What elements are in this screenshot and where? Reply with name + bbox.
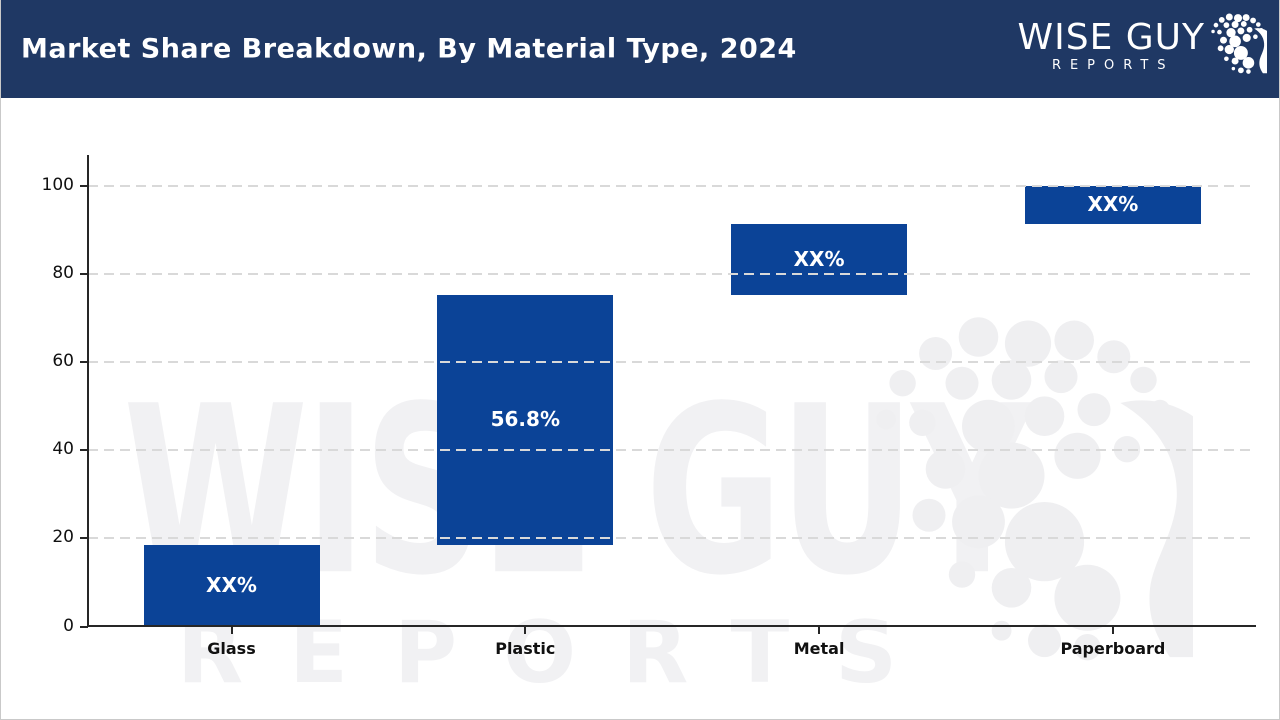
x-tick-metal bbox=[818, 626, 821, 634]
gridline-20 bbox=[88, 537, 1256, 540]
y-tick-60 bbox=[80, 360, 88, 363]
logo-brand-text: WISE GUY bbox=[1017, 17, 1205, 59]
y-tick-label-100: 100 bbox=[41, 174, 74, 195]
gridline-40 bbox=[88, 449, 1256, 452]
y-tick-0 bbox=[80, 625, 88, 628]
logo-text: WISE GUY REPORTS bbox=[1018, 19, 1206, 73]
x-tick-plastic bbox=[524, 626, 527, 634]
x-axis-line bbox=[87, 625, 1256, 627]
bar-value-label-paperboard: XX% bbox=[1087, 191, 1139, 216]
x-tick-label-glass: Glass bbox=[207, 638, 256, 658]
gridline-60 bbox=[88, 360, 1256, 363]
bar-value-label-plastic: 56.8% bbox=[490, 407, 560, 432]
y-tick-label-40: 40 bbox=[52, 439, 74, 460]
x-tick-label-plastic: Plastic bbox=[495, 638, 556, 658]
logo-sub-text: REPORTS bbox=[1051, 57, 1175, 73]
y-tick-label-0: 0 bbox=[63, 615, 74, 636]
gridline-80 bbox=[88, 272, 1256, 275]
x-tick-label-paperboard: Paperboard bbox=[1060, 638, 1166, 658]
y-tick-40 bbox=[80, 449, 88, 452]
gridline-100 bbox=[88, 184, 1256, 187]
bar-paperboard bbox=[1024, 185, 1201, 225]
x-tick-paperboard bbox=[1111, 626, 1114, 634]
page-title: Market Share Breakdown, By Material Type… bbox=[21, 33, 797, 65]
bar-value-label-metal: XX% bbox=[793, 246, 845, 271]
bar-plastic bbox=[437, 294, 614, 546]
y-tick-20 bbox=[80, 537, 88, 540]
x-tick-label-metal: Metal bbox=[793, 638, 845, 658]
header-bar: Market Share Breakdown, By Material Type… bbox=[1, 0, 1279, 98]
y-tick-label-20: 20 bbox=[52, 527, 74, 548]
y-tick-80 bbox=[80, 272, 88, 275]
bar-value-label-glass: XX% bbox=[206, 572, 257, 597]
y-tick-label-80: 80 bbox=[52, 262, 74, 283]
y-tick-100 bbox=[80, 184, 88, 187]
wiseguy-logo: WISE GUY REPORTS bbox=[1018, 12, 1268, 80]
wiseguy-face-icon bbox=[1209, 12, 1267, 80]
waterfall-chart: WISE GUY REPORTS 0 20 40 60 80 100 Glass Plasti… bbox=[1, 98, 1279, 719]
y-tick-label-60: 60 bbox=[52, 350, 74, 371]
bar-glass bbox=[143, 545, 320, 627]
bar-metal bbox=[731, 224, 908, 295]
y-axis-line bbox=[87, 155, 89, 627]
watermark-face-icon bbox=[863, 316, 1193, 688]
x-tick-glass bbox=[230, 626, 233, 634]
